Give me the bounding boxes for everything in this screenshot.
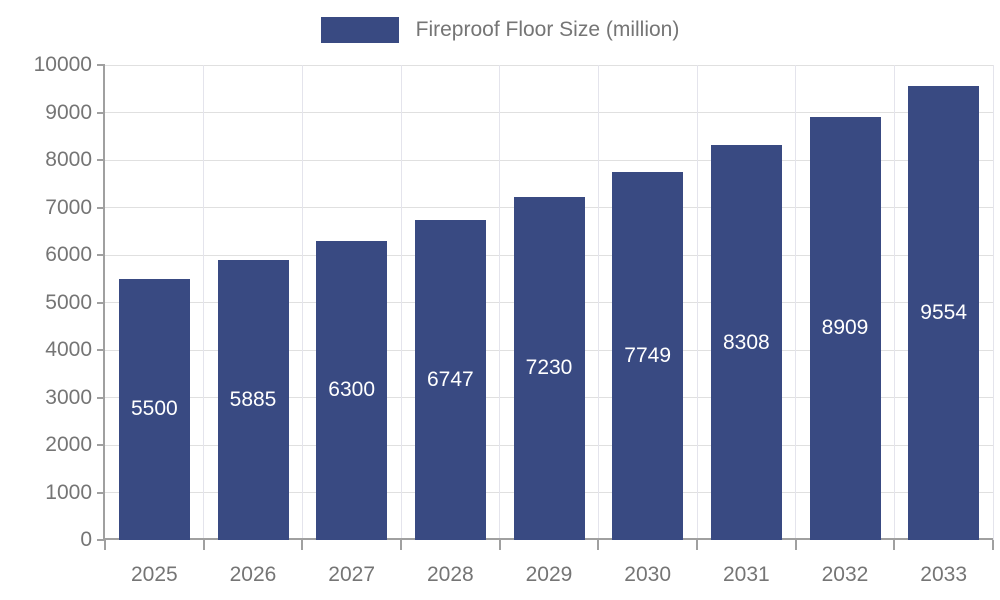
x-axis-tick — [202, 540, 205, 550]
y-gridline — [105, 112, 993, 113]
bar-value-label: 9554 — [920, 301, 968, 325]
bar[interactable]: 7230 — [513, 196, 585, 540]
y-axis-tick — [97, 111, 105, 114]
x-gridline — [499, 65, 501, 540]
y-tick-label: 5000 — [45, 290, 92, 314]
x-gridline — [301, 65, 303, 540]
bar-value-label: 6300 — [328, 378, 376, 402]
y-axis-tick — [97, 206, 105, 209]
y-tick-label: 7000 — [45, 195, 92, 219]
x-axis-tick — [893, 540, 896, 550]
bar-value-label: 5885 — [229, 388, 277, 412]
bar[interactable]: 8308 — [710, 145, 782, 540]
bar[interactable]: 8909 — [809, 116, 881, 540]
y-axis-tick — [97, 159, 105, 161]
x-tick-label: 2025 — [130, 563, 178, 586]
x-tick-label: 2032 — [821, 563, 869, 586]
bar[interactable]: 5500 — [118, 278, 190, 540]
x-tick-label: 2028 — [426, 563, 474, 586]
legend-label: Fireproof Floor Size (million) — [415, 18, 680, 41]
x-gridline — [696, 65, 698, 540]
legend-swatch — [320, 17, 399, 43]
bar-value-label: 6747 — [426, 367, 474, 391]
x-gridline — [400, 65, 402, 540]
bar[interactable]: 7749 — [612, 171, 684, 540]
x-gridline — [795, 65, 797, 540]
y-axis-tick — [97, 349, 105, 351]
bar[interactable]: 6300 — [316, 240, 388, 540]
x-axis-tick — [992, 540, 994, 550]
bar-value-label: 8308 — [722, 330, 770, 354]
y-axis-tick — [97, 539, 105, 541]
bar-value-label: 8909 — [821, 316, 869, 340]
x-gridline — [597, 65, 599, 540]
y-axis-tick — [97, 491, 105, 494]
x-tick-label: 2029 — [525, 563, 573, 586]
y-tick-label: 9000 — [45, 100, 92, 124]
y-tick-label: 4000 — [45, 338, 92, 361]
y-tick-label: 2000 — [45, 433, 92, 456]
bar-value-label: 5500 — [130, 397, 178, 421]
x-axis-tick — [794, 540, 797, 550]
y-gridline — [105, 64, 993, 66]
y-axis-tick — [97, 254, 105, 256]
y-gridline — [105, 159, 993, 161]
x-axis-tick — [696, 540, 698, 550]
legend-item[interactable]: Fireproof Floor Size (million) — [0, 17, 1000, 43]
x-tick-label: 2026 — [229, 563, 277, 586]
x-gridline — [992, 65, 994, 540]
x-tick-label: 2030 — [624, 563, 672, 586]
y-tick-label: 1000 — [45, 480, 92, 504]
y-axis-line — [103, 65, 105, 540]
y-axis-tick — [97, 64, 105, 66]
x-axis-tick — [597, 540, 600, 550]
bar-value-label: 7749 — [624, 343, 672, 367]
x-tick-label: 2027 — [328, 563, 376, 586]
x-gridline — [893, 65, 895, 540]
y-axis-tick — [97, 444, 105, 446]
y-tick-label: 10000 — [33, 53, 92, 76]
y-tick-label: 0 — [80, 528, 92, 551]
x-tick-label: 2031 — [722, 563, 770, 586]
bar-value-label: 7230 — [525, 356, 573, 380]
x-axis-tick — [301, 540, 304, 550]
y-tick-label: 3000 — [45, 385, 92, 409]
x-axis-tick — [400, 540, 402, 550]
x-gridline — [203, 65, 205, 540]
bar[interactable]: 9554 — [908, 86, 980, 540]
y-axis-tick — [97, 301, 105, 304]
x-axis-tick — [104, 540, 106, 550]
bar[interactable]: 5885 — [217, 260, 289, 540]
y-axis-tick — [97, 396, 105, 399]
y-tick-label: 6000 — [45, 243, 92, 266]
x-tick-label: 2033 — [920, 563, 968, 586]
y-tick-label: 8000 — [45, 148, 92, 171]
x-axis-tick — [498, 540, 501, 550]
bar[interactable]: 6747 — [414, 219, 486, 540]
